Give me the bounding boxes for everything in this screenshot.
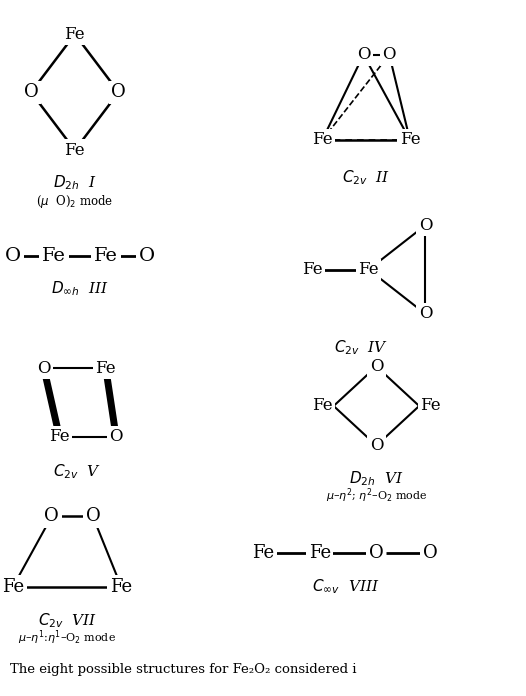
Text: $C_{2v}$  V: $C_{2v}$ V [53, 463, 102, 482]
Text: The eight possible structures for Fe₂O₂ considered i: The eight possible structures for Fe₂O₂ … [11, 663, 357, 677]
Text: Fe: Fe [400, 132, 420, 148]
Text: $D_{\infty h}$  III: $D_{\infty h}$ III [51, 279, 109, 298]
Text: Fe: Fe [42, 247, 66, 265]
Text: O: O [357, 46, 370, 63]
Text: O: O [86, 507, 100, 525]
Text: $\mu$–$\eta^1$:$\eta^1$–O$_2$ mode: $\mu$–$\eta^1$:$\eta^1$–O$_2$ mode [18, 628, 116, 647]
Text: O: O [112, 84, 126, 101]
Text: Fe: Fe [420, 397, 441, 415]
Text: O: O [370, 358, 383, 375]
Text: Fe: Fe [95, 360, 116, 377]
Text: O: O [382, 46, 396, 63]
Text: $C_{2v}$  IV: $C_{2v}$ IV [334, 339, 388, 357]
Text: $C_{\infty v}$  VIII: $C_{\infty v}$ VIII [312, 578, 379, 596]
Text: Fe: Fe [94, 247, 118, 265]
Text: $D_{2h}$  VI: $D_{2h}$ VI [349, 469, 404, 488]
Text: O: O [24, 84, 38, 101]
Text: Fe: Fe [301, 261, 322, 278]
Text: $\mu$–$\eta^2$; $\eta^2$–O$_2$ mode: $\mu$–$\eta^2$; $\eta^2$–O$_2$ mode [326, 486, 427, 505]
Text: $C_{2v}$  VII: $C_{2v}$ VII [37, 612, 97, 630]
Text: Fe: Fe [2, 578, 24, 596]
Text: O: O [419, 306, 432, 322]
Text: O: O [109, 428, 123, 445]
Text: $D_{2h}$  I: $D_{2h}$ I [53, 173, 97, 192]
Text: O: O [369, 544, 384, 562]
Text: Fe: Fe [110, 578, 133, 596]
Text: O: O [139, 247, 155, 265]
Text: ($\mu$  O)$_2$ mode: ($\mu$ O)$_2$ mode [36, 193, 114, 210]
Text: O: O [370, 437, 383, 454]
Text: Fe: Fe [65, 26, 85, 42]
Text: Fe: Fe [312, 397, 332, 415]
Text: $C_{2v}$  II: $C_{2v}$ II [342, 168, 390, 187]
Text: O: O [44, 507, 59, 525]
Text: Fe: Fe [312, 132, 332, 148]
Text: Fe: Fe [252, 544, 274, 562]
Text: O: O [419, 216, 432, 234]
Text: Fe: Fe [309, 544, 331, 562]
Text: Fe: Fe [49, 428, 70, 445]
Text: O: O [5, 247, 21, 265]
Text: O: O [37, 360, 50, 377]
Text: O: O [423, 544, 438, 562]
Text: Fe: Fe [358, 261, 379, 278]
Text: Fe: Fe [65, 142, 85, 159]
